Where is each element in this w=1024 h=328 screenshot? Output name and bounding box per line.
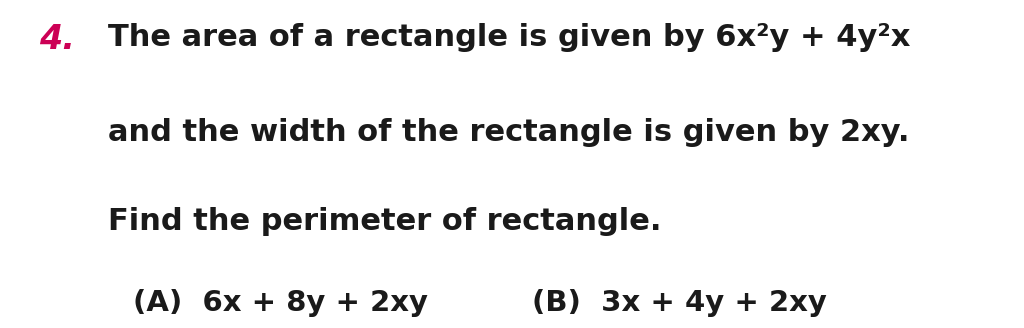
Text: (A)  6x + 8y + 2xy: (A) 6x + 8y + 2xy [133, 289, 428, 317]
Text: Find the perimeter of rectangle.: Find the perimeter of rectangle. [108, 207, 662, 236]
Text: and the width of the rectangle is given by 2xy.: and the width of the rectangle is given … [108, 118, 909, 147]
Text: The area of a rectangle is given by 6x²y + 4y²x: The area of a rectangle is given by 6x²y… [108, 23, 910, 52]
Text: (B)  3x + 4y + 2xy: (B) 3x + 4y + 2xy [532, 289, 827, 317]
Text: 4.: 4. [39, 23, 75, 56]
